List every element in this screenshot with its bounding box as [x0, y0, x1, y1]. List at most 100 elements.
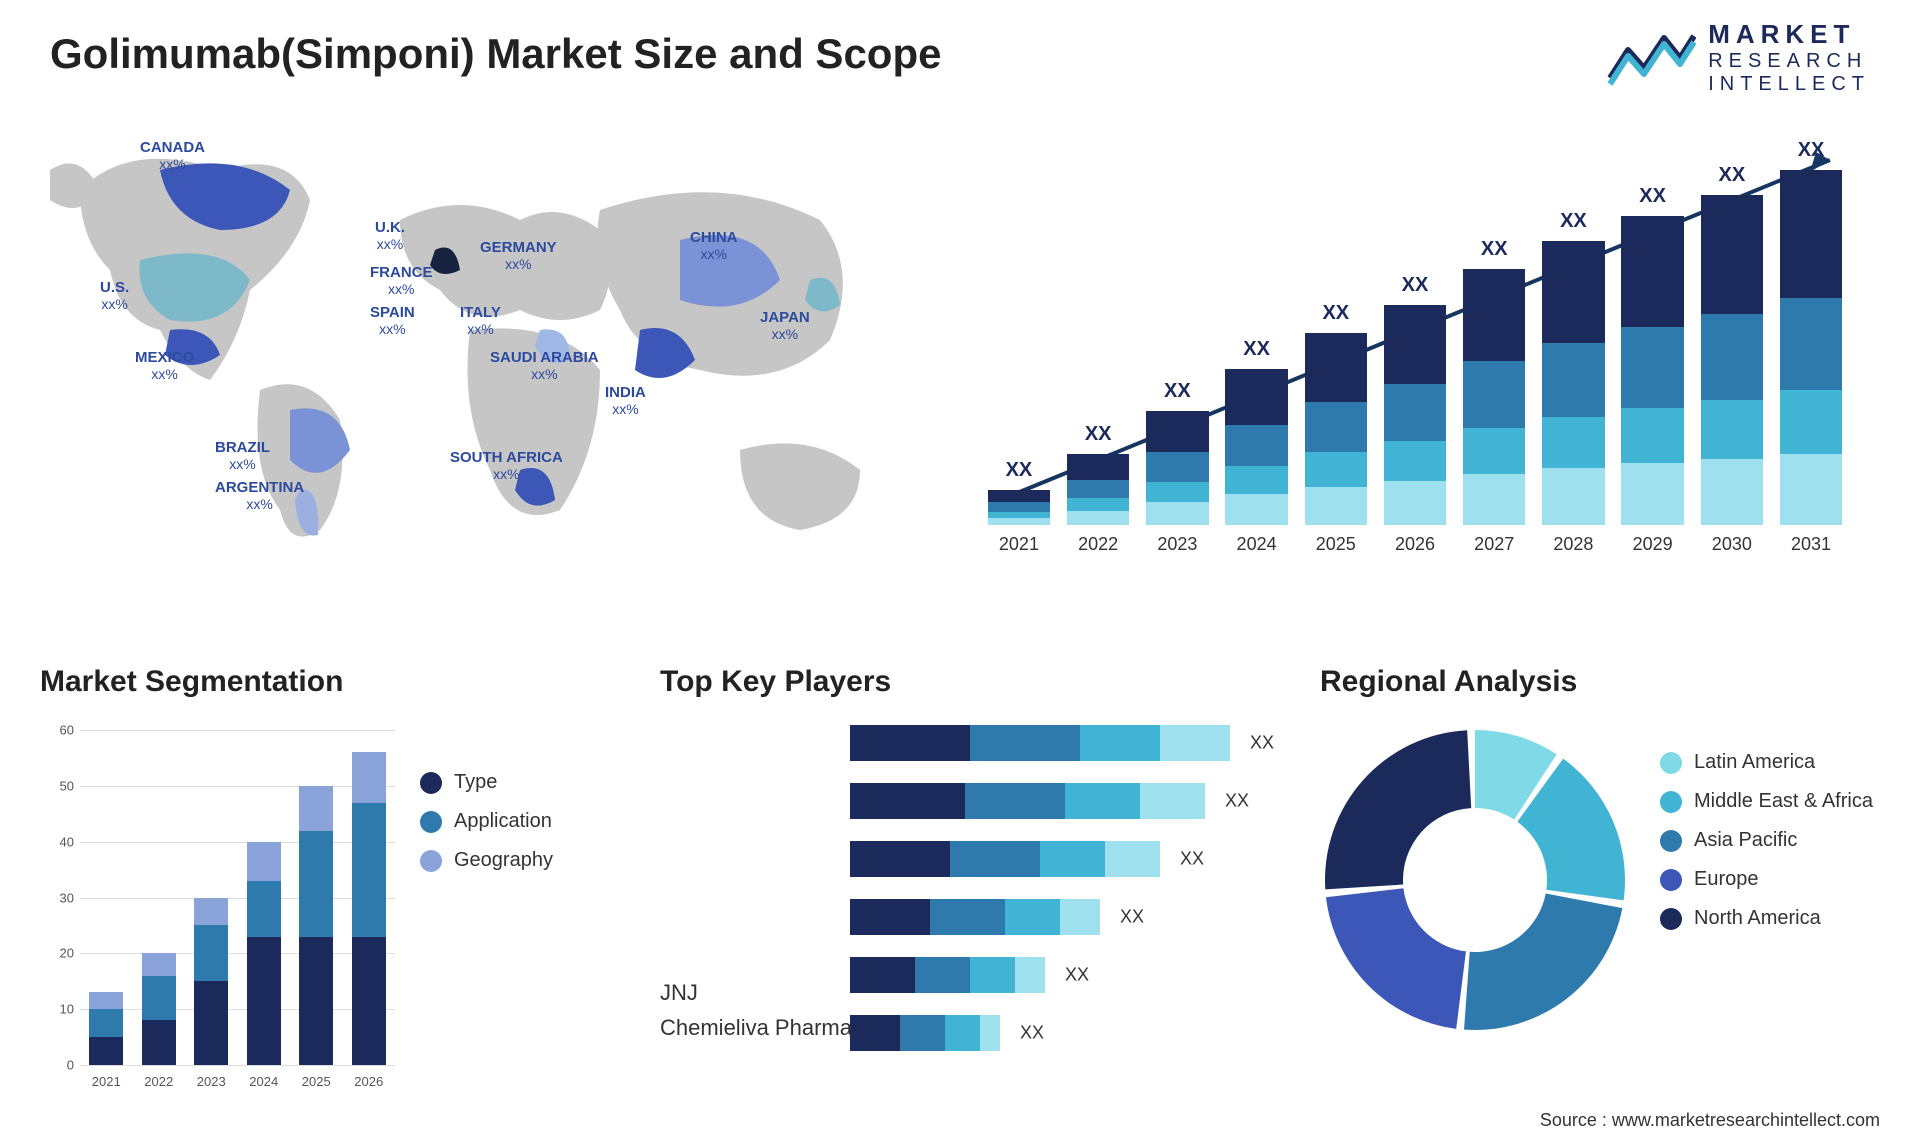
donut-slice	[1326, 888, 1466, 1029]
hbar-segment	[945, 1015, 980, 1051]
legend-label: Type	[454, 771, 497, 794]
bar-segment	[352, 937, 386, 1065]
bar-column	[1384, 305, 1446, 525]
hbar-row	[850, 1015, 1000, 1051]
y-axis-tick: 60	[40, 723, 74, 738]
bar-segment	[1463, 474, 1525, 525]
bar-segment	[142, 976, 176, 1021]
world-map-icon	[40, 130, 920, 560]
map-country-label: SAUDI ARABIAxx%	[490, 350, 599, 382]
hbar-segment	[1040, 841, 1105, 877]
y-axis-tick: 0	[40, 1058, 74, 1073]
hbar-value-label: XX	[1065, 965, 1089, 986]
y-axis-tick: 50	[40, 778, 74, 793]
hbar-segment	[1015, 957, 1045, 993]
bar-year-label: 2027	[1474, 534, 1514, 555]
key-player-name: JNJ	[660, 975, 852, 1010]
bar-segment	[247, 842, 281, 881]
bar-segment	[1146, 482, 1208, 502]
bar-segment	[1701, 314, 1763, 400]
map-country-label: U.K.xx%	[375, 220, 405, 252]
bar-year-label: 2024	[1237, 534, 1277, 555]
bar-segment	[1225, 425, 1287, 466]
legend-label: Application	[454, 810, 552, 833]
bar-year-label: 2021	[92, 1074, 121, 1089]
hbar-segment	[980, 1015, 1000, 1051]
hbar-value-label: XX	[1250, 733, 1274, 754]
hbar-value-label: XX	[1020, 1023, 1044, 1044]
bar-top-label: XX	[1639, 185, 1666, 208]
bar-column	[1542, 241, 1604, 525]
legend-item: Type	[420, 771, 553, 794]
bar-segment	[1067, 511, 1129, 525]
bar-year-label: 2025	[302, 1074, 331, 1089]
legend-label: Middle East & Africa	[1694, 790, 1873, 813]
hbar-segment	[1105, 841, 1160, 877]
hbar-segment	[950, 841, 1040, 877]
bar-top-label: XX	[1402, 274, 1429, 297]
legend-item: Asia Pacific	[1660, 829, 1873, 852]
bar-segment	[1384, 441, 1446, 481]
bar-segment	[988, 490, 1050, 503]
bar-segment	[1384, 305, 1446, 384]
bar-segment	[1067, 480, 1129, 498]
bar-segment	[1146, 502, 1208, 525]
bar-segment	[1146, 452, 1208, 482]
page-title: Golimumab(Simponi) Market Size and Scope	[50, 30, 941, 78]
map-country-label: BRAZILxx%	[215, 440, 270, 472]
bar-top-label: XX	[1243, 338, 1270, 361]
hbar-value-label: XX	[1180, 849, 1204, 870]
bar-segment	[142, 953, 176, 975]
bar-column	[1305, 333, 1367, 525]
legend-swatch-icon	[1660, 791, 1682, 813]
brand-logo: MARKET RESEARCH INTELLECT	[1606, 20, 1870, 96]
map-country-label: JAPANxx%	[760, 310, 810, 342]
map-country-label: INDIAxx%	[605, 385, 646, 417]
bar-segment	[1225, 466, 1287, 494]
bar-segment	[1542, 241, 1604, 343]
bar-segment	[1780, 454, 1842, 525]
hbar-segment	[930, 899, 1005, 935]
bar-segment	[1621, 216, 1683, 327]
bar-segment	[89, 1009, 123, 1037]
bar-year-label: 2025	[1316, 534, 1356, 555]
legend-swatch-icon	[420, 772, 442, 794]
legend-item: North America	[1660, 907, 1873, 930]
segmentation-title: Market Segmentation	[40, 665, 620, 699]
bar-top-label: XX	[1481, 238, 1508, 261]
regional-legend: Latin AmericaMiddle East & AfricaAsia Pa…	[1660, 735, 1873, 946]
key-players-hbar-chart: XXXXXXXXXXXX	[850, 725, 1270, 1095]
hbar-segment	[850, 725, 970, 761]
gridline	[80, 1065, 395, 1066]
map-country-label: MEXICOxx%	[135, 350, 194, 382]
bar-year-label: 2028	[1553, 534, 1593, 555]
segmentation-legend: TypeApplicationGeography	[420, 755, 553, 888]
bar-column	[1621, 216, 1683, 525]
map-country-label: SOUTH AFRICAxx%	[450, 450, 563, 482]
bar-column	[988, 490, 1050, 526]
hbar-segment	[1060, 899, 1100, 935]
bar-year-label: 2031	[1791, 534, 1831, 555]
bar-column	[1463, 269, 1525, 525]
bar-segment	[1305, 333, 1367, 402]
bar-segment	[352, 752, 386, 802]
bar-segment	[299, 786, 333, 831]
map-country-label: ARGENTINAxx%	[215, 480, 304, 512]
bar-segment	[1621, 463, 1683, 525]
bar-year-label: 2021	[999, 534, 1039, 555]
legend-swatch-icon	[1660, 830, 1682, 852]
legend-swatch-icon	[420, 850, 442, 872]
bar-segment	[1067, 498, 1129, 511]
legend-swatch-icon	[1660, 908, 1682, 930]
bar-segment	[1780, 170, 1842, 298]
y-axis-tick: 10	[40, 1002, 74, 1017]
bar-segment	[1780, 390, 1842, 454]
bar-year-label: 2023	[197, 1074, 226, 1089]
logo-mark-icon	[1606, 28, 1696, 88]
hbar-segment	[970, 725, 1080, 761]
bar-top-label: XX	[1322, 302, 1349, 325]
hbar-row	[850, 841, 1160, 877]
bar-segment	[194, 898, 228, 926]
key-player-name: Chemieliva Pharma	[660, 1010, 852, 1045]
gridline	[80, 842, 395, 843]
